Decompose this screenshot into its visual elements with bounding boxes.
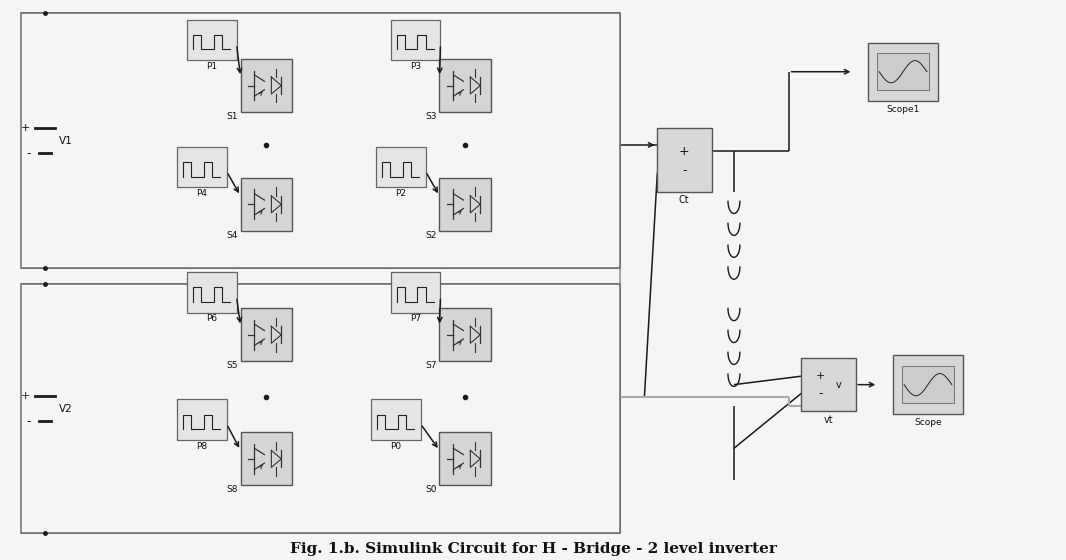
Bar xyxy=(439,308,491,361)
Text: v: v xyxy=(836,380,841,390)
Bar xyxy=(657,128,712,192)
Text: Scope: Scope xyxy=(915,418,941,427)
Text: P1: P1 xyxy=(206,62,217,71)
Bar xyxy=(241,432,292,486)
Bar xyxy=(177,147,227,188)
Text: S3: S3 xyxy=(425,112,436,121)
Text: -: - xyxy=(27,415,31,428)
Text: Fig. 1.b. Simulink Circuit for H - Bridge - 2 level inverter: Fig. 1.b. Simulink Circuit for H - Bridg… xyxy=(290,542,776,556)
Text: Ct: Ct xyxy=(679,195,690,205)
Text: S1: S1 xyxy=(226,112,238,121)
Text: P6: P6 xyxy=(206,314,217,323)
Text: P4: P4 xyxy=(196,189,207,198)
Text: +: + xyxy=(679,145,690,158)
Text: +: + xyxy=(815,371,825,381)
Text: S4: S4 xyxy=(226,231,238,240)
Text: P8: P8 xyxy=(196,442,207,451)
Bar xyxy=(241,59,292,112)
Text: S8: S8 xyxy=(226,485,238,494)
Bar xyxy=(376,147,425,188)
Text: -: - xyxy=(682,164,687,177)
Bar xyxy=(187,20,237,60)
Bar xyxy=(801,358,856,411)
Bar xyxy=(371,399,421,440)
Bar xyxy=(177,399,227,440)
Bar xyxy=(391,20,440,60)
Text: -: - xyxy=(819,386,823,400)
Bar xyxy=(893,356,963,414)
Bar xyxy=(241,178,292,231)
Text: +: + xyxy=(21,391,31,401)
Bar xyxy=(868,43,938,101)
Text: P7: P7 xyxy=(410,314,421,323)
Text: S0: S0 xyxy=(425,485,436,494)
Text: P0: P0 xyxy=(390,442,401,451)
Bar xyxy=(20,13,619,268)
Bar xyxy=(20,284,619,533)
Text: S2: S2 xyxy=(425,231,436,240)
Text: -: - xyxy=(27,147,31,160)
Bar xyxy=(241,308,292,361)
Text: Scope1: Scope1 xyxy=(886,105,920,114)
Text: V1: V1 xyxy=(59,136,72,146)
Bar xyxy=(902,366,954,403)
Text: S7: S7 xyxy=(425,361,436,370)
Text: S5: S5 xyxy=(226,361,238,370)
Text: P3: P3 xyxy=(410,62,421,71)
Bar xyxy=(187,272,237,312)
Text: P2: P2 xyxy=(395,189,406,198)
Bar xyxy=(877,53,928,90)
Bar xyxy=(439,59,491,112)
Bar xyxy=(391,272,440,312)
Text: vt: vt xyxy=(824,414,834,424)
Bar xyxy=(439,178,491,231)
Bar xyxy=(439,432,491,486)
Text: +: + xyxy=(21,123,31,133)
Text: V2: V2 xyxy=(59,404,72,413)
